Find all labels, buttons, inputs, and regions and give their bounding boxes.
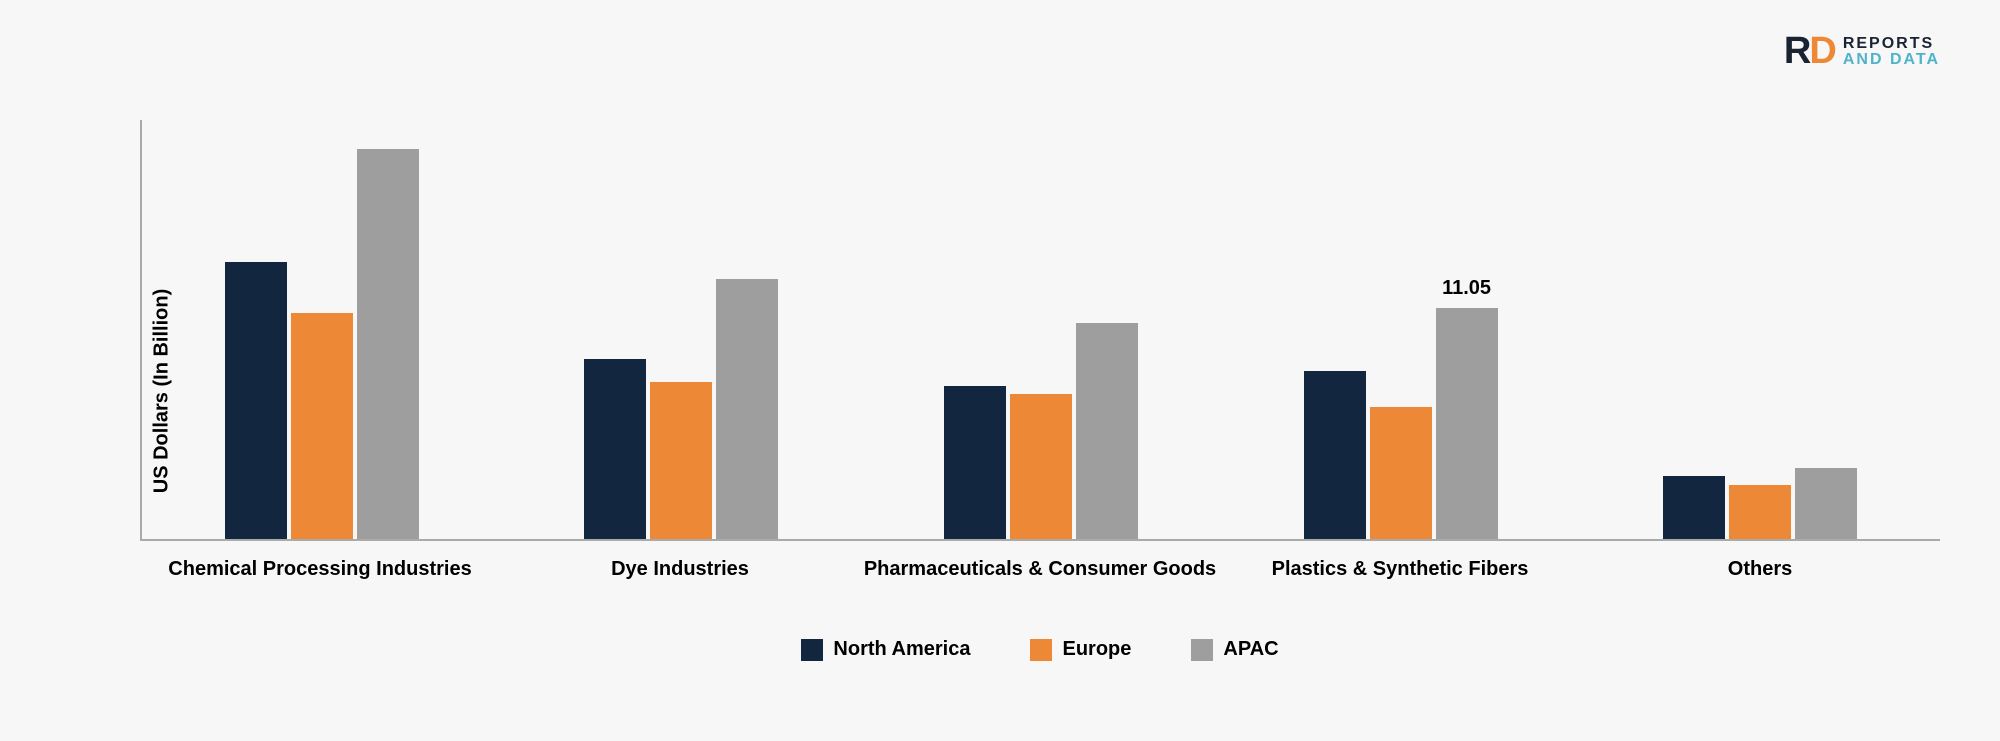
bar	[716, 279, 778, 539]
logo-mark: R D	[1784, 30, 1835, 73]
legend-swatch	[1191, 639, 1213, 661]
bar-group	[584, 120, 778, 539]
bar	[1795, 468, 1857, 539]
plot-area: 11.05	[140, 120, 1940, 541]
bar	[1010, 394, 1072, 539]
bar	[1436, 308, 1498, 539]
bar-group	[944, 120, 1138, 539]
x-axis-label: Others	[1580, 558, 1940, 581]
bar	[1729, 485, 1791, 539]
bar	[225, 262, 287, 539]
bar	[291, 313, 353, 539]
bar	[584, 359, 646, 539]
chart: US Dollars (In Billion) 11.05 Chemical P…	[80, 120, 1940, 661]
legend-label: North America	[833, 638, 970, 661]
bar-group: 11.05	[1304, 120, 1498, 539]
legend-label: Europe	[1062, 638, 1131, 661]
legend-label: APAC	[1223, 638, 1278, 661]
brand-logo: R D REPORTS AND DATA	[1784, 30, 1940, 73]
data-label: 11.05	[1442, 277, 1491, 300]
logo-line2: AND DATA	[1843, 52, 1940, 68]
bar	[1076, 323, 1138, 539]
bar	[357, 149, 419, 539]
bar	[1304, 371, 1366, 539]
x-axis-label: Chemical Processing Industries	[140, 558, 500, 581]
logo-letter-d: D	[1809, 30, 1834, 73]
legend-item: North America	[801, 638, 970, 661]
x-axis-label: Plastics & Synthetic Fibers	[1220, 558, 1580, 581]
legend: North America Europe APAC	[140, 638, 1940, 661]
bar	[650, 382, 712, 539]
legend-swatch	[801, 639, 823, 661]
logo-line1: REPORTS	[1843, 36, 1940, 52]
legend-swatch	[1030, 639, 1052, 661]
x-axis-labels: Chemical Processing IndustriesDye Indust…	[140, 558, 1940, 581]
x-axis-label: Pharmaceuticals & Consumer Goods	[860, 558, 1220, 581]
bar-groups: 11.05	[142, 120, 1940, 539]
bar	[944, 386, 1006, 539]
logo-letter-r: R	[1784, 30, 1809, 73]
logo-text: REPORTS AND DATA	[1843, 36, 1940, 68]
bar	[1663, 476, 1725, 539]
legend-item: Europe	[1030, 638, 1131, 661]
x-axis-label: Dye Industries	[500, 558, 860, 581]
bar	[1370, 407, 1432, 539]
legend-item: APAC	[1191, 638, 1278, 661]
bar-group	[1663, 120, 1857, 539]
bar-group	[225, 120, 419, 539]
